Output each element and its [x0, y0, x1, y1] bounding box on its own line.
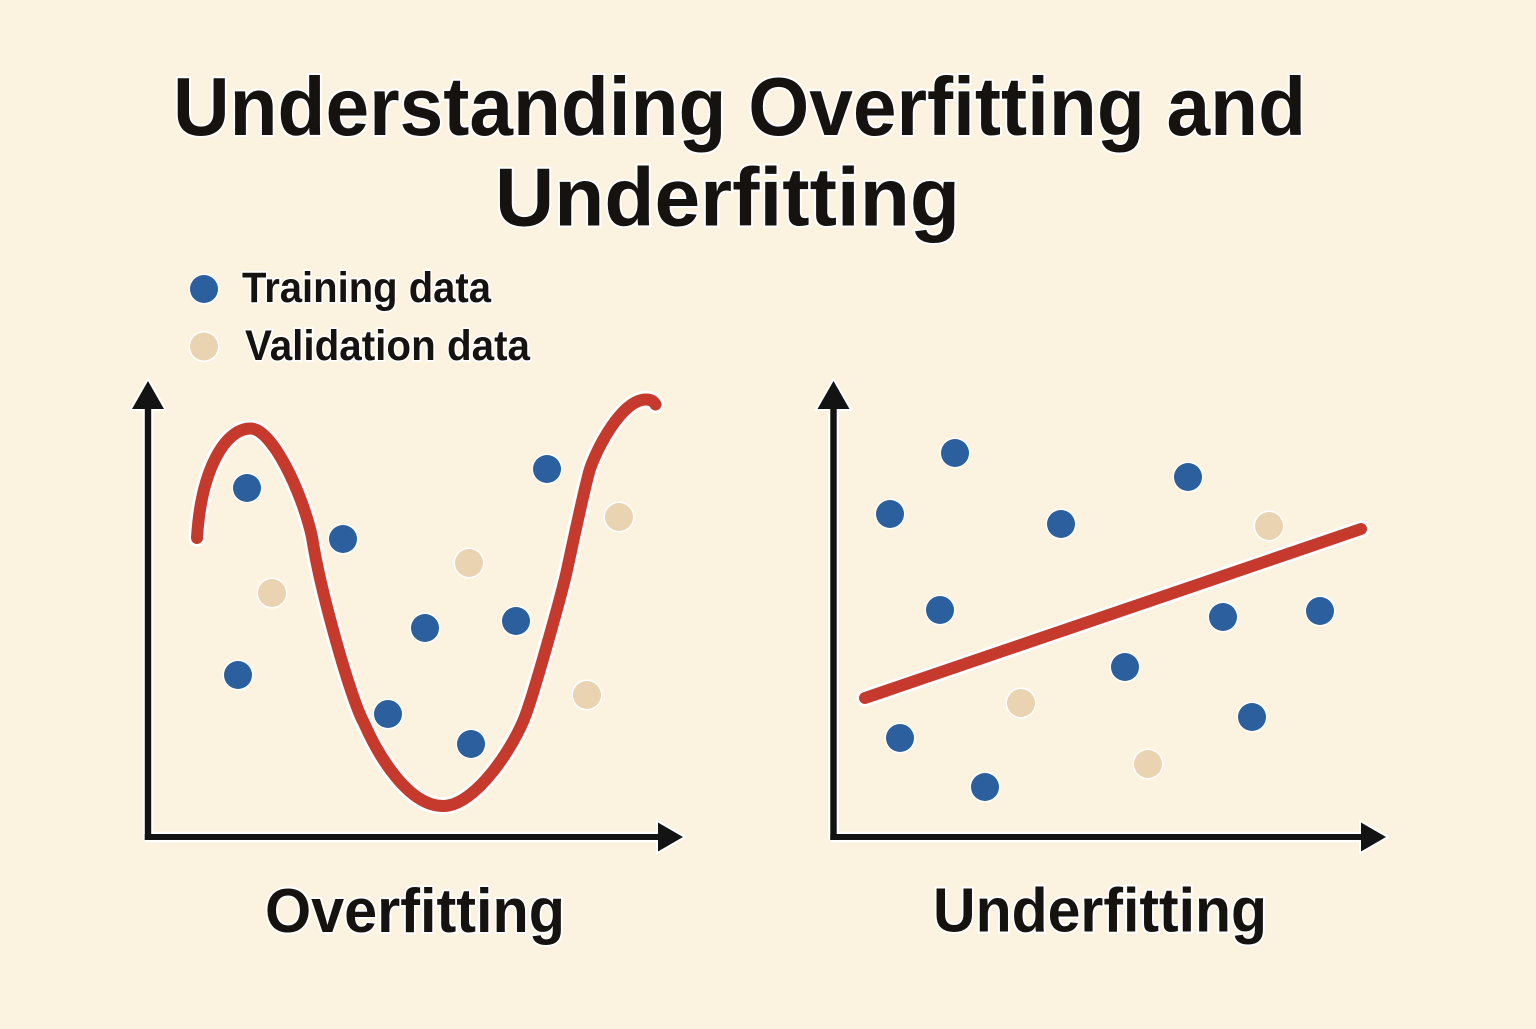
svg-text:Underfitting: Underfitting — [933, 877, 1267, 946]
svg-text:Validation data: Validation data — [245, 322, 531, 370]
svg-text:Training data: Training data — [242, 264, 492, 312]
svg-text:Underfitting: Underfitting — [495, 151, 960, 244]
svg-text:Understanding Overfitting and: Understanding Overfitting and — [173, 60, 1306, 153]
svg-text:Overfitting: Overfitting — [265, 877, 565, 946]
